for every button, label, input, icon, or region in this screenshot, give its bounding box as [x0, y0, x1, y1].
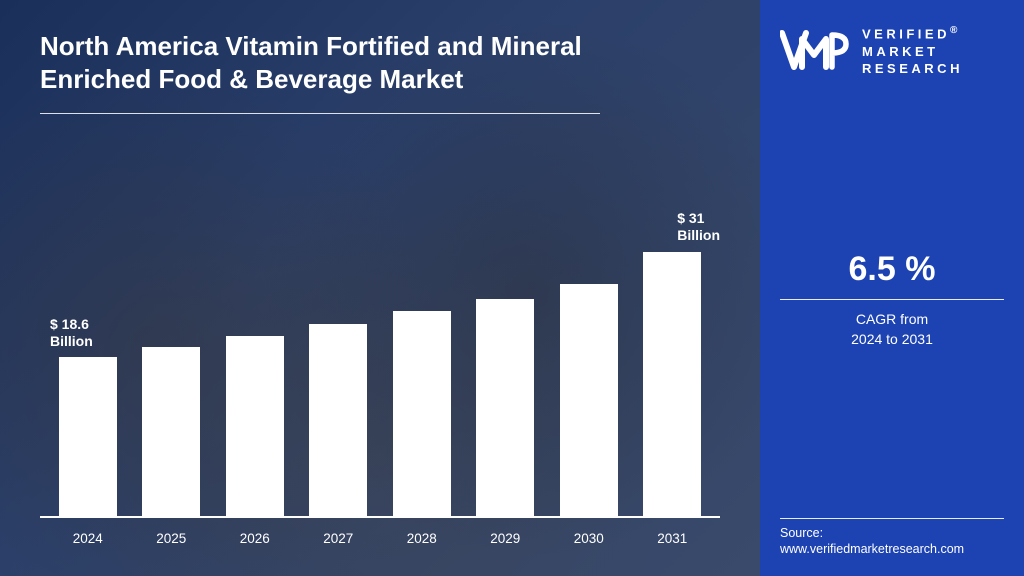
- bar-wrap: $ 18.6Billion: [46, 357, 130, 516]
- cagr-divider: [780, 299, 1004, 300]
- bars-container: $ 18.6Billion $ 31Billion: [40, 208, 720, 518]
- bar-value-label: $ 31Billion: [677, 210, 720, 244]
- bar: [393, 311, 451, 516]
- bar: [476, 299, 534, 517]
- bar-wrap: $ 31Billion: [631, 252, 715, 516]
- source-block: Source: www.verifiedmarketresearch.com: [780, 518, 1004, 557]
- bar: [643, 252, 701, 516]
- bar-wrap: [380, 311, 464, 516]
- bar-wrap: [547, 284, 631, 516]
- bar-wrap: [130, 347, 214, 516]
- brand-line1: VERIFIED: [862, 26, 950, 41]
- x-axis-labels: 20242025202620272028202920302031: [40, 531, 720, 546]
- bar: [560, 284, 618, 516]
- registered-icon: ®: [950, 25, 957, 36]
- left-panel: North America Vitamin Fortified and Mine…: [0, 0, 760, 576]
- bar: [309, 324, 367, 516]
- source-divider: [780, 518, 1004, 519]
- x-label: 2029: [464, 531, 548, 546]
- x-label: 2031: [631, 531, 715, 546]
- bar-wrap: [213, 336, 297, 516]
- source-label: Source:: [780, 525, 1004, 543]
- x-label: 2025: [130, 531, 214, 546]
- cagr-caption-line1: CAGR from: [856, 311, 928, 327]
- chart-title: North America Vitamin Fortified and Mine…: [40, 30, 600, 95]
- brand-line2: MARKET: [862, 44, 939, 59]
- bar-wrap: [297, 324, 381, 516]
- title-underline: [40, 113, 600, 114]
- x-label: 2026: [213, 531, 297, 546]
- cagr-caption: CAGR from 2024 to 2031: [780, 310, 1004, 349]
- bar: [142, 347, 200, 516]
- right-panel: VERIFIED® MARKET RESEARCH 6.5 % CAGR fro…: [760, 0, 1024, 576]
- bar: [226, 336, 284, 516]
- x-label: 2024: [46, 531, 130, 546]
- brand-logo: VERIFIED® MARKET RESEARCH: [780, 24, 1004, 78]
- brand-line3: RESEARCH: [862, 61, 963, 76]
- source-url: www.verifiedmarketresearch.com: [780, 542, 1004, 556]
- bar-chart: $ 18.6Billion$ 31Billion 202420252026202…: [40, 186, 720, 546]
- vmr-logo-icon: [780, 27, 852, 75]
- bar: [59, 357, 117, 516]
- bar-value-label: $ 18.6Billion: [50, 316, 93, 350]
- x-label: 2030: [547, 531, 631, 546]
- x-label: 2028: [380, 531, 464, 546]
- bar-wrap: [464, 299, 548, 517]
- x-label: 2027: [297, 531, 381, 546]
- cagr-caption-line2: 2024 to 2031: [851, 331, 933, 347]
- cagr-block: 6.5 % CAGR from 2024 to 2031: [780, 250, 1004, 349]
- brand-text: VERIFIED® MARKET RESEARCH: [862, 24, 963, 78]
- cagr-value: 6.5 %: [780, 250, 1004, 299]
